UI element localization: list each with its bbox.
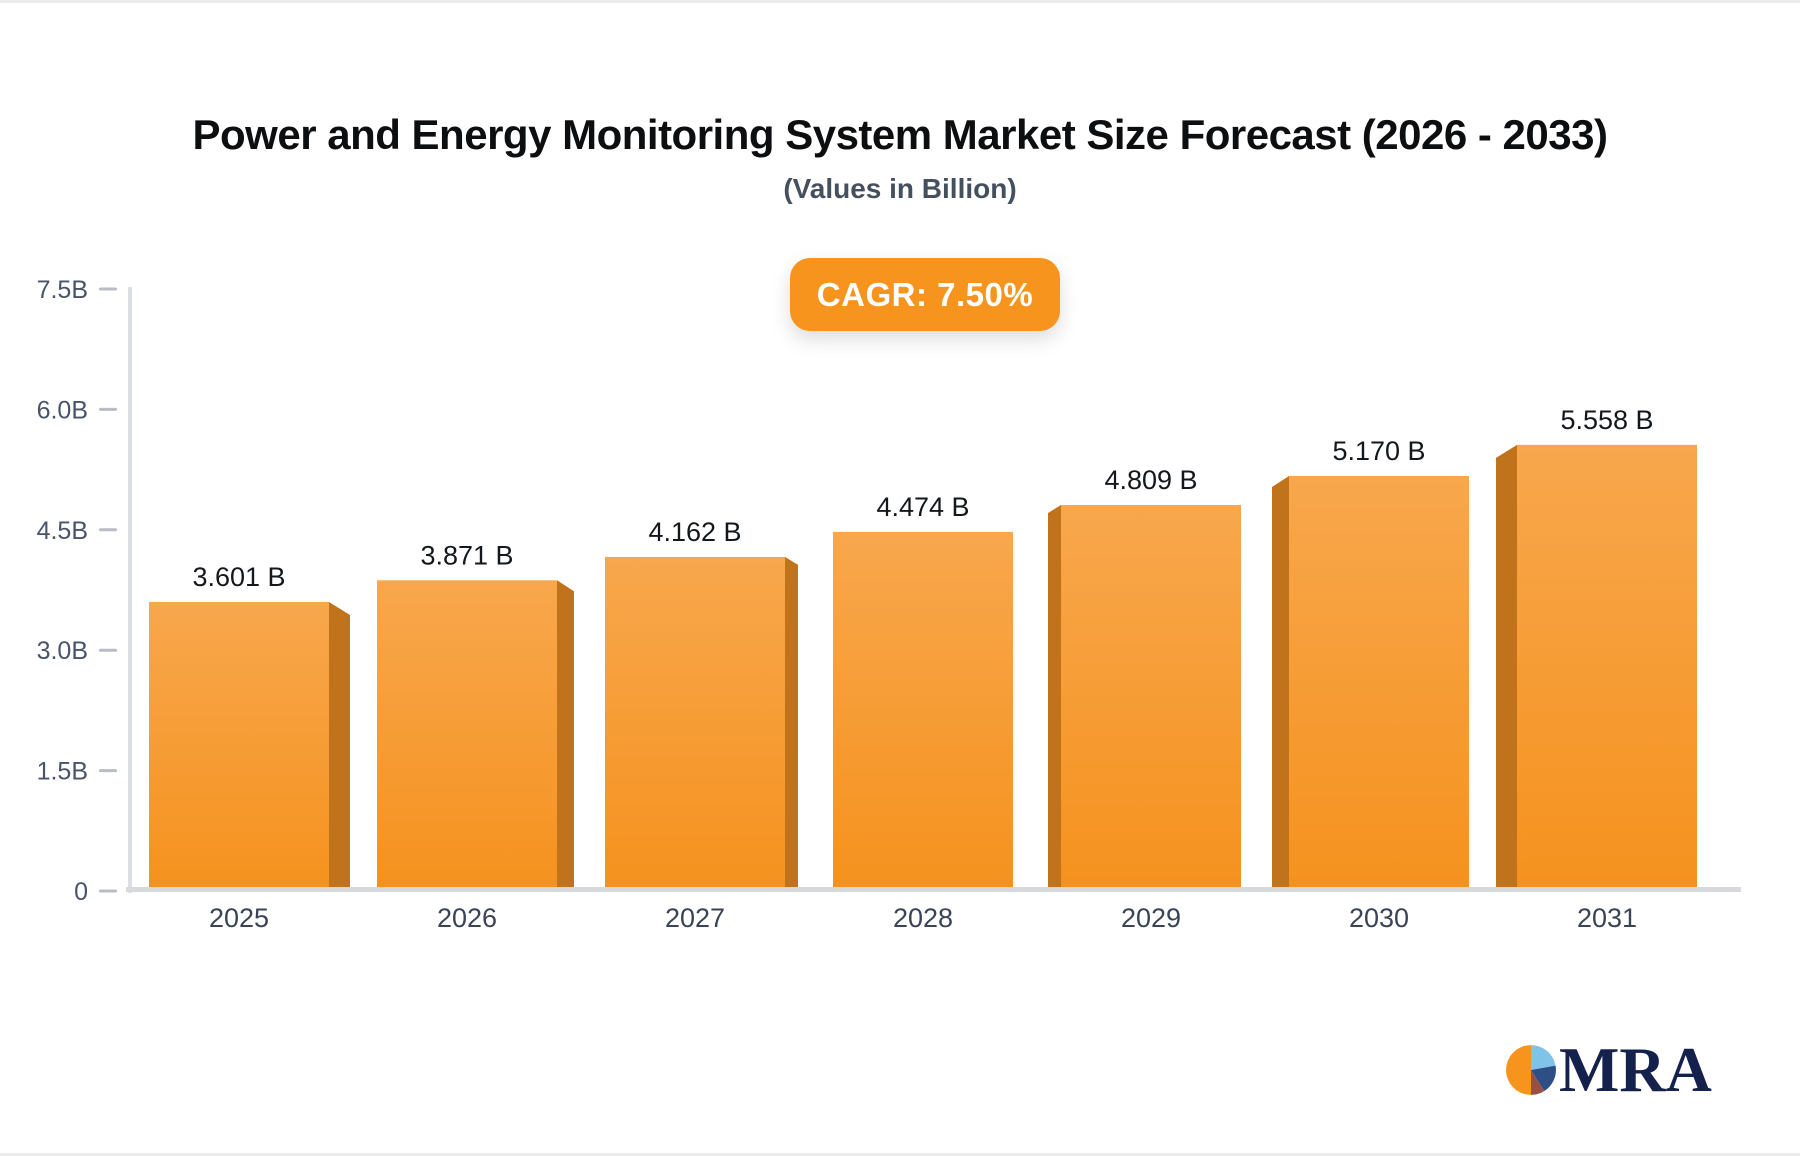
cagr-badge: CAGR: 7.50%	[790, 258, 1060, 331]
y-axis-tick-mark	[99, 528, 117, 532]
bar-2031	[1517, 444, 1697, 888]
bar-value-label: 5.170 B	[1332, 436, 1425, 466]
x-axis-category-label: 2031	[1577, 903, 1637, 933]
y-axis-line	[128, 287, 132, 893]
x-axis-category-label: 2030	[1349, 903, 1409, 933]
x-axis-category-label: 2028	[893, 903, 953, 933]
bar-value-label: 3.601 B	[192, 562, 285, 592]
x-axis-category-label: 2026	[437, 903, 497, 933]
y-axis-tick-label: 1.5B	[37, 758, 88, 786]
bar-2026	[377, 580, 557, 888]
bar-3d-side-2031	[1496, 444, 1517, 888]
mra-logo-text: MRA	[1559, 1034, 1712, 1105]
y-axis-tick-mark	[99, 648, 117, 652]
y-axis-tick-label: 7.5B	[37, 276, 88, 304]
y-axis-tick-mark	[99, 407, 117, 411]
y-axis-tick-label: 6.0B	[37, 396, 88, 424]
bar-value-label: 3.871 B	[420, 540, 513, 570]
bar-3d-side-2025	[329, 601, 350, 888]
bar-2025	[149, 601, 329, 888]
bar-value-label: 4.162 B	[648, 517, 741, 547]
bar-3d-side-2030	[1272, 476, 1289, 888]
pie-chart-logo-icon	[1506, 1045, 1556, 1095]
bar-3d-side-2027	[785, 556, 798, 888]
y-axis-tick-mark	[99, 769, 117, 773]
chart-title: Power and Energy Monitoring System Marke…	[192, 111, 1608, 158]
bar-chart-plot: 7.5B 6.0B 4.5B 3.0B 1.5B 0 3.601 B 2025 3.871 B 2…	[37, 276, 1741, 933]
x-axis-category-label: 2029	[1121, 903, 1181, 933]
bar-2029	[1061, 504, 1241, 888]
bar-3d-side-2029	[1048, 504, 1061, 888]
y-axis-tick-label: 0	[74, 878, 88, 906]
bar-value-label: 4.809 B	[1104, 465, 1197, 495]
x-axis-baseline	[126, 887, 1741, 892]
bar-value-label: 4.474 B	[876, 492, 969, 522]
x-axis-category-label: 2027	[665, 903, 725, 933]
bar-3d-side-2026	[557, 580, 574, 888]
chart-subtitle: (Values in Billion)	[783, 173, 1017, 204]
bar-2028	[833, 531, 1013, 888]
bar-2027	[605, 556, 785, 888]
bar-value-label: 5.558 B	[1560, 405, 1653, 435]
mra-logo: MRA	[1504, 1034, 1712, 1105]
x-axis-category-label: 2025	[209, 903, 269, 933]
y-axis-tick-mark	[99, 889, 117, 893]
y-axis-tick-label: 3.0B	[37, 637, 88, 665]
cagr-badge-label: CAGR: 7.50%	[816, 275, 1034, 313]
y-axis-tick-mark	[99, 287, 117, 291]
y-axis-tick-label: 4.5B	[37, 517, 88, 545]
bar-2030	[1289, 476, 1469, 888]
